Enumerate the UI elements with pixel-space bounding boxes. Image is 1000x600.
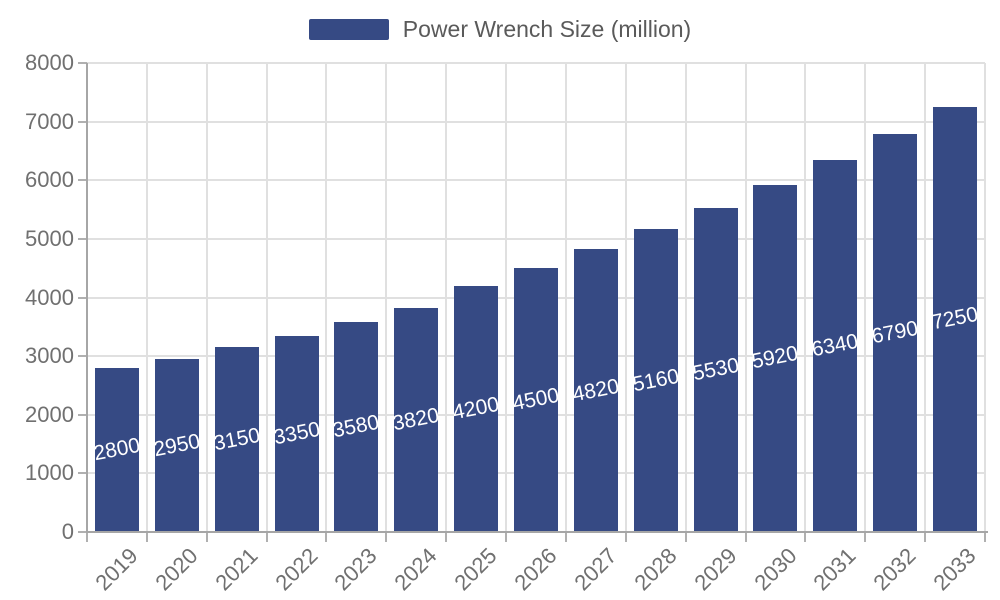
y-tick bbox=[78, 179, 87, 182]
y-tick bbox=[78, 62, 87, 64]
y-tick-label: 8000 bbox=[25, 50, 74, 75]
x-tick bbox=[804, 532, 807, 542]
bar-2021[interactable] bbox=[214, 347, 259, 532]
x-gridline bbox=[624, 63, 627, 532]
x-tick-label: 2026 bbox=[509, 543, 562, 596]
x-tick-label: 2029 bbox=[688, 543, 742, 596]
y-gridline bbox=[87, 62, 985, 64]
x-tick-label: 2023 bbox=[329, 543, 383, 596]
y-tick bbox=[78, 413, 87, 416]
y-tick-label: 3000 bbox=[25, 343, 74, 369]
x-tick-label: 2024 bbox=[389, 543, 442, 596]
y-tick bbox=[78, 531, 87, 533]
x-tick-label: 2027 bbox=[569, 543, 622, 596]
bar-2026[interactable] bbox=[514, 268, 558, 532]
x-tick bbox=[984, 532, 986, 542]
x-gridline bbox=[385, 63, 388, 532]
x-gridline bbox=[864, 63, 867, 532]
bar-2025[interactable] bbox=[454, 285, 499, 532]
y-gridline bbox=[87, 120, 985, 123]
x-axis-line bbox=[86, 531, 988, 533]
x-gridline bbox=[325, 63, 328, 532]
x-tick-label: 2030 bbox=[748, 543, 802, 596]
x-tick bbox=[145, 532, 148, 542]
x-tick bbox=[205, 532, 208, 542]
bar-2031[interactable] bbox=[813, 160, 858, 532]
x-tick-label: 2033 bbox=[928, 543, 981, 596]
y-tick bbox=[78, 120, 87, 123]
x-tick bbox=[385, 532, 388, 542]
x-tick bbox=[864, 532, 867, 542]
x-tick bbox=[624, 532, 627, 542]
x-tick bbox=[505, 532, 508, 542]
bar-2029[interactable] bbox=[693, 207, 738, 532]
x-tick-label: 2028 bbox=[629, 543, 682, 596]
x-gridline bbox=[145, 63, 148, 532]
y-tick-label: 4000 bbox=[25, 284, 74, 310]
x-tick bbox=[564, 532, 567, 542]
bar-2028[interactable] bbox=[633, 229, 678, 532]
x-gridline bbox=[445, 63, 448, 532]
x-tick bbox=[86, 532, 88, 542]
y-tick-label: 7000 bbox=[25, 108, 74, 134]
y-tick bbox=[78, 355, 87, 358]
bar-2023[interactable] bbox=[334, 322, 379, 532]
x-gridline bbox=[804, 63, 807, 532]
x-tick bbox=[265, 532, 268, 542]
x-gridline bbox=[505, 63, 508, 532]
x-tick bbox=[684, 532, 687, 542]
x-tick bbox=[445, 532, 448, 542]
x-tick bbox=[744, 532, 747, 542]
x-gridline bbox=[205, 63, 208, 532]
y-tick-label: 0 bbox=[61, 519, 74, 544]
y-tick-label: 2000 bbox=[25, 401, 74, 427]
y-tick-label: 6000 bbox=[25, 167, 74, 193]
y-tick bbox=[78, 296, 87, 299]
y-gridline bbox=[87, 237, 985, 240]
y-axis-line bbox=[86, 63, 88, 533]
bar-2024[interactable] bbox=[394, 308, 439, 532]
x-tick-label: 2019 bbox=[90, 543, 143, 596]
x-tick-label: 2022 bbox=[269, 543, 323, 596]
bar-2027[interactable] bbox=[573, 249, 618, 532]
x-gridline bbox=[265, 63, 268, 532]
y-tick-label: 1000 bbox=[25, 460, 74, 486]
bar-2022[interactable] bbox=[274, 335, 319, 532]
x-gridline bbox=[744, 63, 747, 532]
y-gridline bbox=[87, 179, 985, 182]
bar-2030[interactable] bbox=[753, 184, 798, 532]
x-gridline bbox=[684, 63, 687, 532]
x-tick bbox=[325, 532, 328, 542]
y-tick bbox=[78, 472, 87, 475]
bar-2020[interactable] bbox=[154, 359, 199, 532]
legend[interactable]: Power Wrench Size (million) bbox=[0, 16, 1000, 44]
y-tick bbox=[78, 237, 87, 240]
bar-2032[interactable] bbox=[873, 133, 918, 532]
x-tick-label: 2031 bbox=[808, 543, 862, 596]
x-tick-label: 2021 bbox=[210, 543, 263, 596]
bar-2019[interactable] bbox=[94, 367, 139, 532]
x-tick bbox=[924, 532, 927, 542]
x-tick-label: 2020 bbox=[150, 543, 203, 596]
legend-swatch bbox=[308, 19, 389, 41]
legend-label: Power Wrench Size (million) bbox=[402, 16, 692, 42]
x-gridline bbox=[924, 63, 927, 532]
y-tick-label: 5000 bbox=[25, 225, 74, 251]
bar-2033[interactable] bbox=[933, 106, 978, 532]
x-gridline bbox=[564, 63, 567, 532]
x-gridline bbox=[984, 63, 986, 532]
x-tick-label: 2025 bbox=[449, 543, 502, 596]
x-tick-label: 2032 bbox=[868, 543, 921, 596]
